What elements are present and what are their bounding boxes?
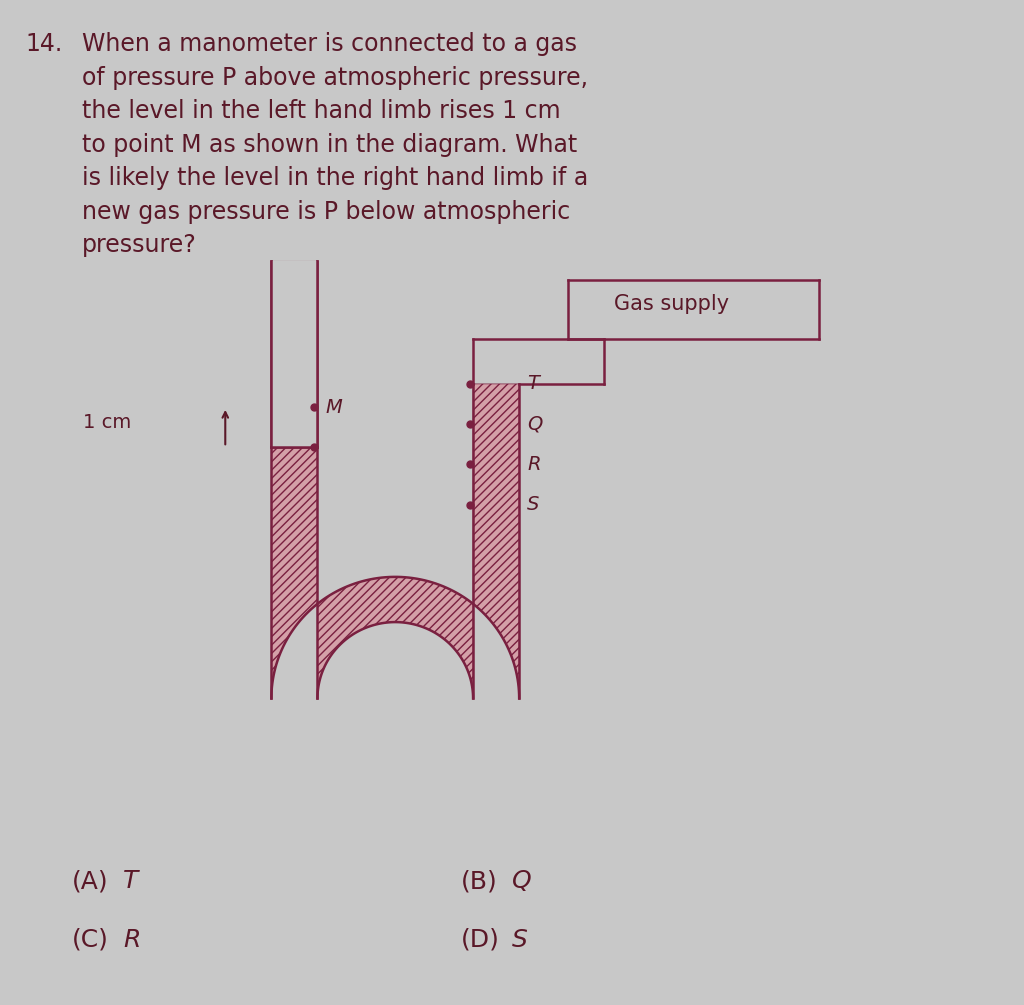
Text: Q: Q [527, 415, 543, 433]
Text: Gas supply: Gas supply [614, 293, 729, 314]
Text: M: M [326, 398, 342, 416]
Text: 1 cm: 1 cm [83, 413, 131, 431]
Text: (A): (A) [72, 869, 109, 893]
Text: S: S [527, 495, 540, 514]
Text: (B): (B) [461, 869, 498, 893]
Text: R: R [527, 455, 541, 473]
Text: T: T [123, 869, 138, 893]
Text: When a manometer is connected to a gas
of pressure P above atmospheric pressure,: When a manometer is connected to a gas o… [82, 32, 588, 257]
Text: S: S [512, 928, 528, 952]
Text: (D): (D) [461, 928, 500, 952]
Text: Q: Q [512, 869, 531, 893]
Text: (C): (C) [72, 928, 109, 952]
Polygon shape [271, 261, 519, 698]
Text: T: T [527, 375, 540, 393]
Text: 14.: 14. [26, 32, 62, 56]
Bar [271, 261, 317, 447]
Text: R: R [123, 928, 140, 952]
